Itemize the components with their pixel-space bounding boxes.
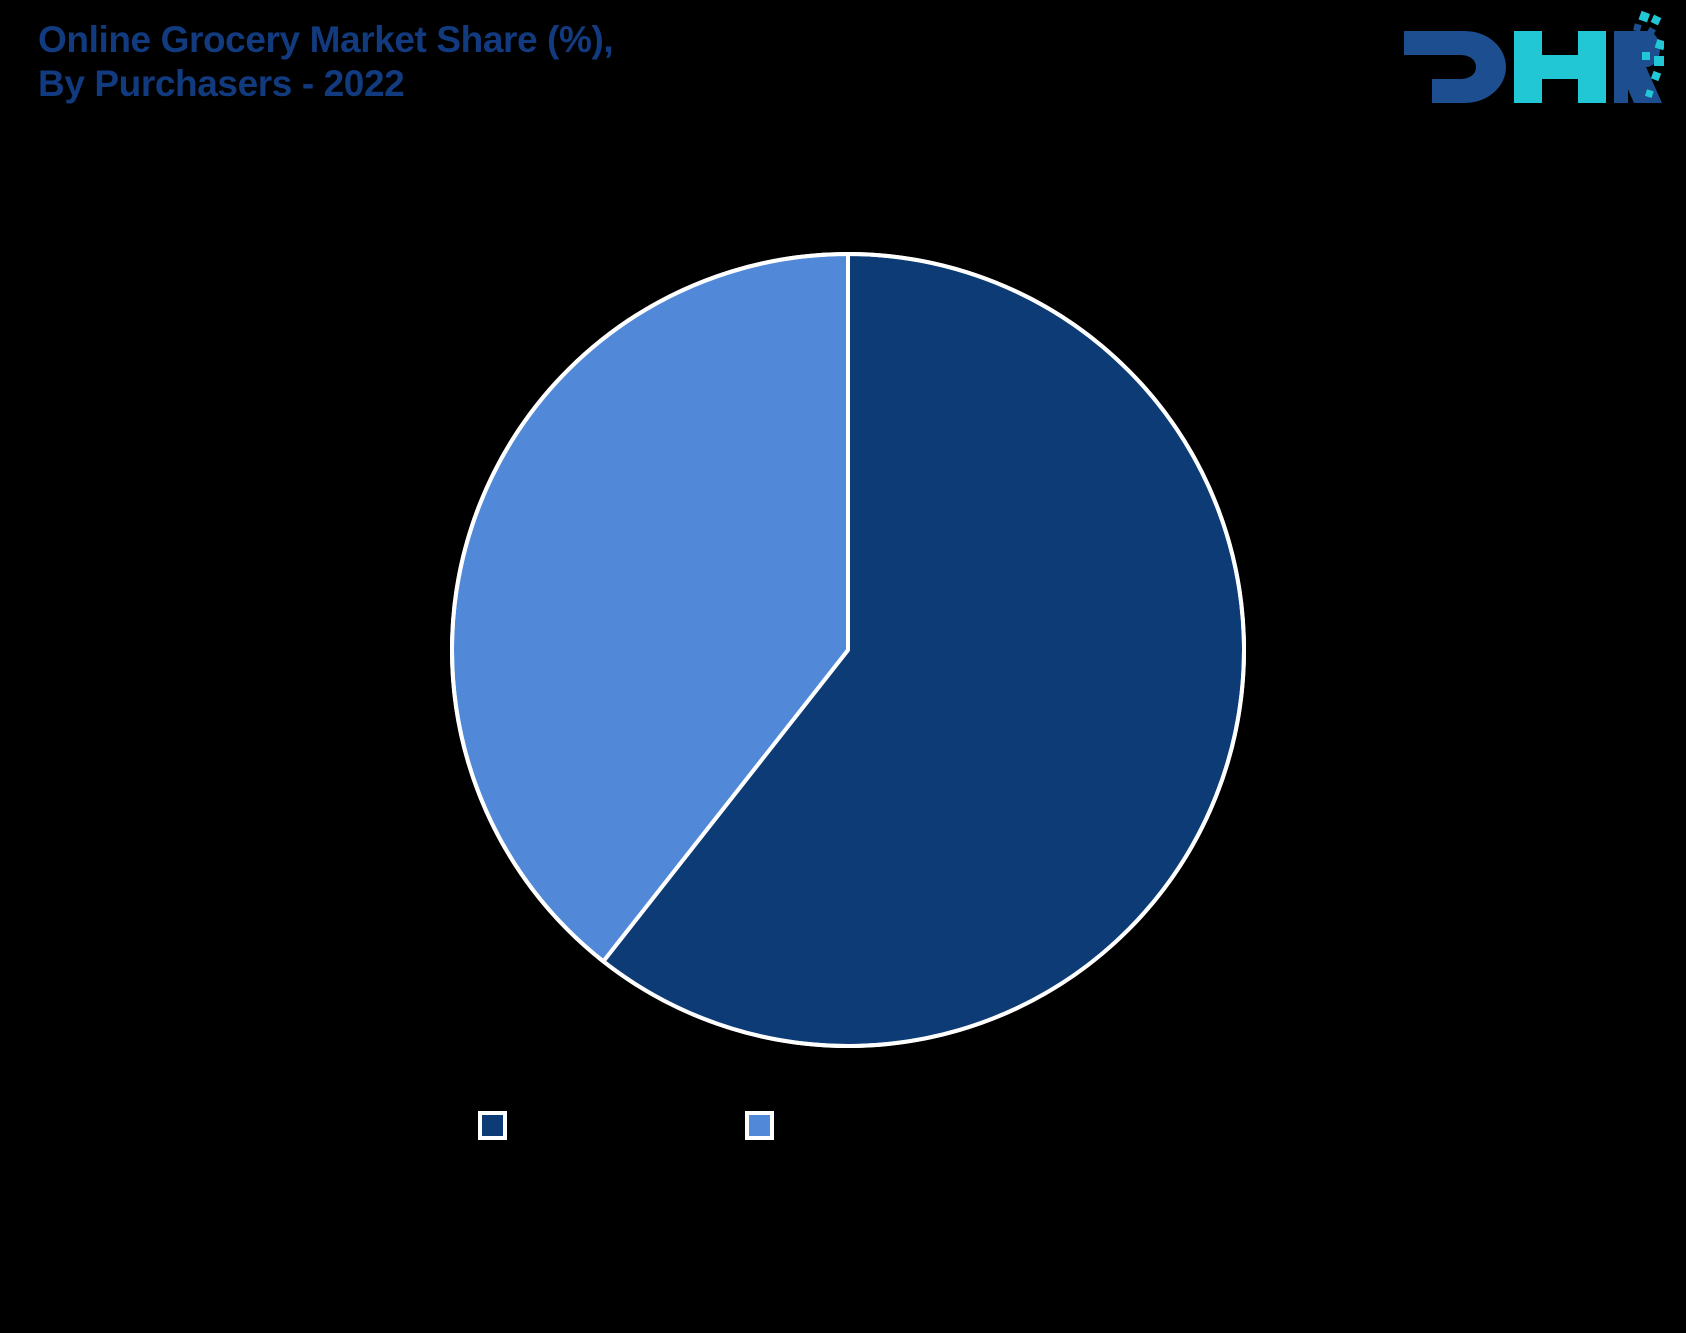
chart-legend	[0, 1106, 1686, 1146]
chart-title: Online Grocery Market Share (%), By Purc…	[38, 18, 938, 106]
pie-outline	[450, 252, 1246, 1048]
pie-slice[interactable]	[450, 252, 850, 964]
dhr-logo-svg	[1404, 10, 1666, 103]
dhr-logo	[1402, 8, 1666, 126]
chart-title-line-2: By Purchasers - 2022	[38, 63, 405, 104]
logo-letter-r-stem	[1614, 31, 1655, 103]
chart-title-line-1: Online Grocery Market Share (%),	[38, 19, 614, 60]
legend-swatch	[478, 1110, 507, 1140]
logo-letter-h	[1514, 31, 1606, 103]
legend-item[interactable]	[745, 1106, 784, 1144]
pie-slice[interactable]	[601, 252, 1246, 1048]
legend-swatch	[745, 1110, 774, 1140]
logo-dot-arc	[1632, 10, 1666, 99]
legend-item[interactable]	[478, 1106, 517, 1144]
logo-letter-d	[1404, 31, 1506, 103]
pie-slices	[450, 252, 1246, 1048]
